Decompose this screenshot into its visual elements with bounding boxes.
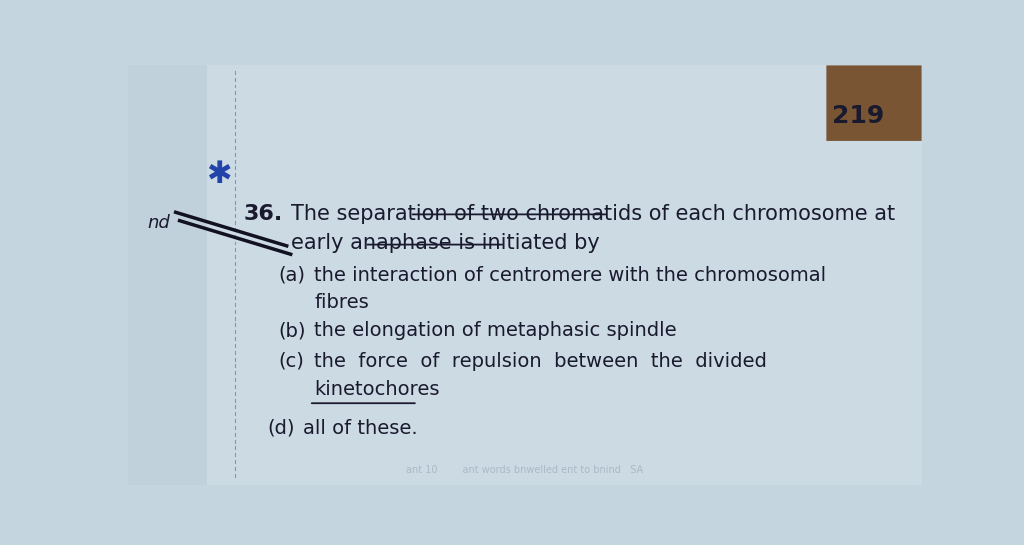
Text: nd: nd xyxy=(147,214,171,232)
Text: ant 10        ant words bnwelled ent to bnind   SA: ant 10 ant words bnwelled ent to bnind S… xyxy=(407,465,643,475)
Text: (d): (d) xyxy=(267,419,294,438)
Text: the  force  of  repulsion  between  the  divided: the force of repulsion between the divid… xyxy=(314,352,767,371)
Text: fibres: fibres xyxy=(314,293,370,312)
Text: 219: 219 xyxy=(831,104,885,128)
Text: (a): (a) xyxy=(279,266,306,284)
Text: ✱: ✱ xyxy=(207,160,232,189)
FancyBboxPatch shape xyxy=(826,65,922,141)
Text: 36.: 36. xyxy=(243,204,283,225)
Text: (b): (b) xyxy=(279,321,306,340)
Text: early anaphase is initiated by: early anaphase is initiated by xyxy=(291,233,599,253)
Text: The separation of two chromatids of each chromosome at: The separation of two chromatids of each… xyxy=(291,204,895,225)
Text: the interaction of centromere with the chromosomal: the interaction of centromere with the c… xyxy=(314,266,826,284)
Text: the elongation of metaphasic spindle: the elongation of metaphasic spindle xyxy=(314,321,677,340)
Text: all of these.: all of these. xyxy=(303,419,417,438)
Text: kinetochores: kinetochores xyxy=(314,380,440,399)
Text: (c): (c) xyxy=(279,352,305,371)
Bar xyxy=(128,65,207,485)
